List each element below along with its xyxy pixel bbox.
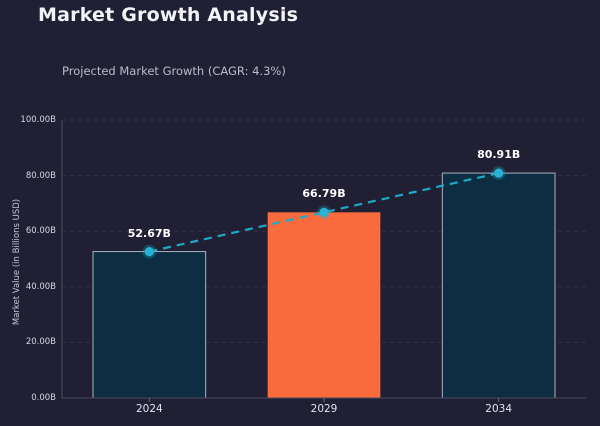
x-tick-label: 2024 (135, 403, 163, 415)
y-tick-label: 20.00B (25, 337, 56, 348)
axis-spines (61, 120, 586, 402)
data-point-marker[interactable] (494, 168, 504, 178)
y-tick-label: 100.00B (20, 115, 56, 125)
marker-group (142, 166, 506, 259)
y-tick-label: 80.00B (25, 170, 56, 181)
x-tick-label: 2034 (485, 403, 513, 415)
y-tick-label: 0.00B (31, 393, 56, 403)
y-tick-label: 60.00B (25, 226, 56, 237)
chart-title: Market Growth Analysis (38, 4, 299, 26)
bar[interactable] (441, 172, 556, 399)
trend-line (149, 171, 499, 253)
bar-highlighted[interactable] (267, 212, 381, 398)
x-tick-label: 2029 (310, 403, 338, 415)
x-axis-tick-labels: 2024 2029 2034 (62, 403, 586, 423)
bar-group (92, 172, 556, 399)
plot-svg (61, 119, 586, 402)
trend-polyline (149, 171, 499, 253)
data-point-marker[interactable] (319, 207, 329, 217)
plot-area (61, 119, 586, 402)
y-axis-tick-labels: 0.00B 20.00B 40.00B 60.00B 80.00B 100.00B (0, 115, 56, 403)
bar[interactable] (92, 251, 207, 399)
y-tick-label: 40.00B (25, 281, 56, 292)
data-point-marker[interactable] (144, 246, 154, 257)
chart-subtitle: Projected Market Growth (CAGR: 4.3%) (62, 64, 286, 78)
